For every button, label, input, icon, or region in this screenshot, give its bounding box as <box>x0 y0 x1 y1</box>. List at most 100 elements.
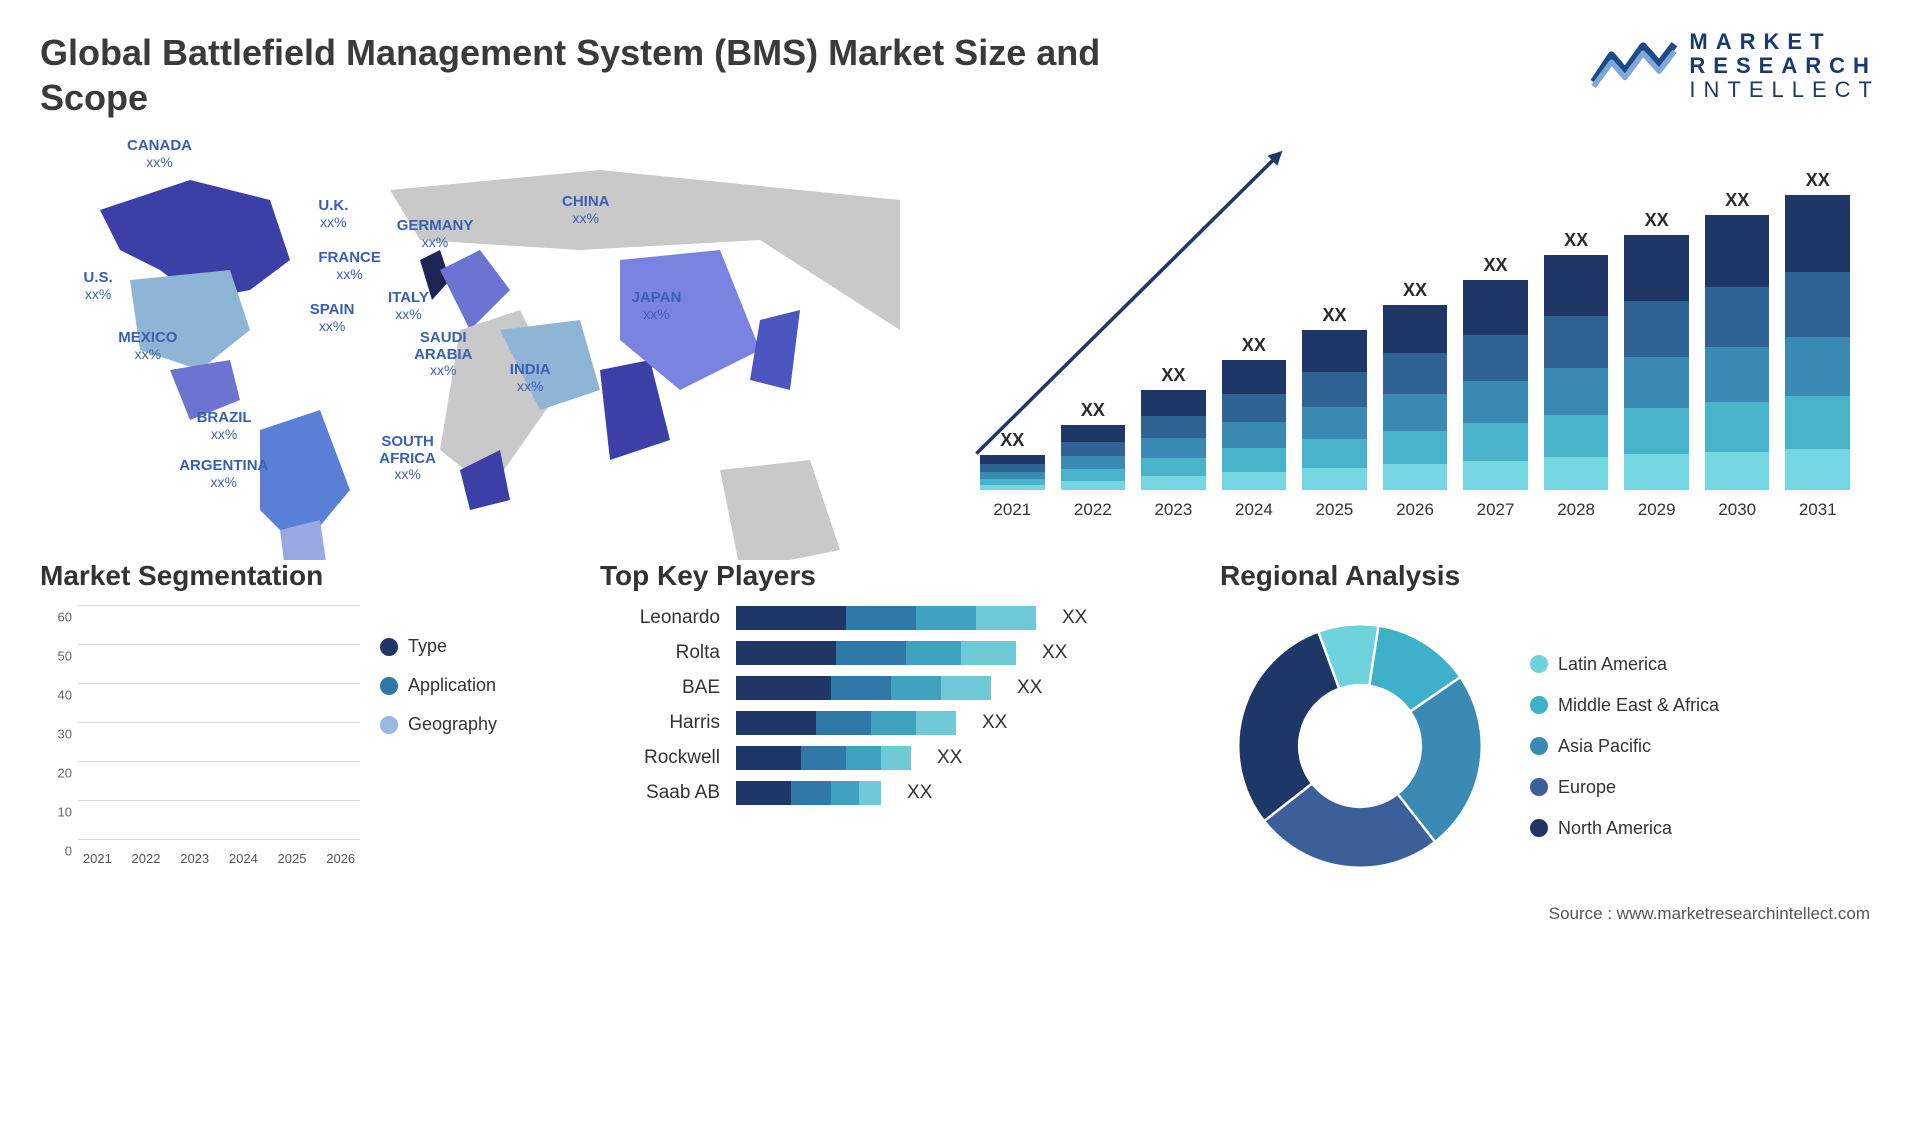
main-chart-x-label: 2027 <box>1463 500 1528 520</box>
legend-swatch-icon <box>380 677 398 695</box>
key-player-name: Rockwell <box>600 747 720 769</box>
legend-item: Asia Pacific <box>1530 736 1719 757</box>
map-country-label: MEXICOxx% <box>118 330 177 362</box>
bar-value-label: XX <box>1564 230 1588 251</box>
seg-x-label: 2021 <box>78 851 117 866</box>
legend-item: Middle East & Africa <box>1530 695 1719 716</box>
seg-y-tick: 40 <box>40 688 72 703</box>
key-players-rows: LeonardoXXRoltaXXBAEXXHarrisXXRockwellXX… <box>600 606 1160 805</box>
regional-legend: Latin America Middle East & Africa Asia Pa… <box>1530 654 1719 839</box>
key-player-row: BAEXX <box>600 676 1160 700</box>
regional-title: Regional Analysis <box>1220 560 1880 592</box>
main-chart-bar: XX <box>1463 255 1528 490</box>
main-chart-x-label: 2022 <box>1061 500 1126 520</box>
legend-item: Latin America <box>1530 654 1719 675</box>
bar-value-label: XX <box>1081 400 1105 421</box>
seg-x-label: 2022 <box>127 851 166 866</box>
logo-line-3: INTELLECT <box>1689 78 1880 102</box>
seg-x-label: 2024 <box>224 851 263 866</box>
key-players-title: Top Key Players <box>600 560 1160 592</box>
map-country-label: SPAINxx% <box>310 302 355 334</box>
seg-x-label: 2026 <box>321 851 360 866</box>
bar-value-label: XX <box>1484 255 1508 276</box>
seg-y-tick: 0 <box>40 844 72 859</box>
key-player-value: XX <box>907 782 932 804</box>
bar-value-label: XX <box>1645 210 1669 231</box>
seg-y-tick: 60 <box>40 610 72 625</box>
main-chart-bar: XX <box>1624 210 1689 490</box>
key-player-row: Saab AB XX <box>600 781 1160 805</box>
legend-swatch-icon <box>1530 737 1548 755</box>
main-chart-bar: XX <box>1302 305 1367 490</box>
source-attribution: Source : www.marketresearchintellect.com <box>40 904 1880 924</box>
map-country-label: CANADAxx% <box>127 138 192 170</box>
key-player-row: HarrisXX <box>600 711 1160 735</box>
seg-y-tick: 50 <box>40 649 72 664</box>
main-chart-x-label: 2021 <box>980 500 1045 520</box>
segmentation-title: Market Segmentation <box>40 560 540 592</box>
key-player-name: Leonardo <box>600 607 720 629</box>
page-title: Global Battlefield Management System (BM… <box>40 30 1140 120</box>
map-country-label: JAPANxx% <box>632 290 682 322</box>
main-chart-bar: XX <box>980 430 1045 490</box>
seg-x-label: 2023 <box>175 851 214 866</box>
key-player-bar <box>736 746 911 770</box>
main-chart-x-label: 2024 <box>1222 500 1287 520</box>
key-player-bar <box>736 606 1036 630</box>
key-player-row: Leonardo XX <box>600 606 1160 630</box>
regional-body: Latin America Middle East & Africa Asia Pa… <box>1220 606 1880 886</box>
key-player-row: Rockwell XX <box>600 746 1160 770</box>
main-chart-bar: XX <box>1383 280 1448 490</box>
logo-mark-icon <box>1589 34 1679 99</box>
regional-donut-chart <box>1220 606 1500 886</box>
legend-swatch-icon <box>1530 696 1548 714</box>
key-player-bar <box>736 676 991 700</box>
key-player-value: XX <box>1017 677 1042 699</box>
legend-item: Europe <box>1530 777 1719 798</box>
key-player-value: XX <box>937 747 962 769</box>
legend-swatch-icon <box>1530 778 1548 796</box>
bar-value-label: XX <box>1403 280 1427 301</box>
map-country-label: FRANCExx% <box>318 250 381 282</box>
legend-swatch-icon <box>380 716 398 734</box>
brand-logo: MARKET RESEARCH INTELLECT <box>1589 30 1880 103</box>
key-player-bar <box>736 781 881 805</box>
legend-label: Europe <box>1558 777 1616 798</box>
main-chart-bar: XX <box>1141 365 1206 490</box>
main-chart-x-label: 2025 <box>1302 500 1367 520</box>
map-country-label: INDIAxx% <box>510 362 551 394</box>
legend-label: Type <box>408 636 447 657</box>
legend-swatch-icon <box>1530 655 1548 673</box>
legend-label: Application <box>408 675 496 696</box>
main-chart-bar: XX <box>1544 230 1609 490</box>
map-country-label: U.K.xx% <box>318 198 348 230</box>
main-chart-bar: XX <box>1705 190 1770 490</box>
segmentation-body: 2021 2022 2023 2024 2025 2026 0 10 20 30 40 50 60 T… <box>40 606 540 866</box>
seg-y-tick: 30 <box>40 727 72 742</box>
key-player-name: Rolta <box>600 642 720 664</box>
header-row: Global Battlefield Management System (BM… <box>40 30 1880 120</box>
bar-value-label: XX <box>1806 170 1830 191</box>
map-country-label: SAUDIARABIAxx% <box>414 330 472 378</box>
key-player-name: Saab AB <box>600 782 720 804</box>
segmentation-legend: TypeApplicationGeography <box>380 606 497 866</box>
legend-swatch-icon <box>1530 819 1548 837</box>
seg-y-tick: 20 <box>40 766 72 781</box>
legend-item: North America <box>1530 818 1719 839</box>
lower-panels: Market Segmentation 2021 2022 2023 2024 2025… <box>40 560 1880 886</box>
key-player-value: XX <box>1062 607 1087 629</box>
bar-value-label: XX <box>1322 305 1346 326</box>
seg-x-label: 2025 <box>273 851 312 866</box>
regional-panel: Regional Analysis Latin America Middle Ea… <box>1220 560 1880 886</box>
legend-label: Middle East & Africa <box>1558 695 1719 716</box>
main-chart-bar: XX <box>1222 335 1287 490</box>
main-chart-x-label: 2030 <box>1705 500 1770 520</box>
key-player-value: XX <box>1042 642 1067 664</box>
main-chart-x-label: 2029 <box>1624 500 1689 520</box>
logo-text: MARKET RESEARCH INTELLECT <box>1689 30 1880 103</box>
map-country-label: CHINAxx% <box>562 194 610 226</box>
bar-value-label: XX <box>1725 190 1749 211</box>
seg-y-tick: 10 <box>40 805 72 820</box>
key-player-row: Rolta XX <box>600 641 1160 665</box>
main-chart-x-label: 2026 <box>1383 500 1448 520</box>
